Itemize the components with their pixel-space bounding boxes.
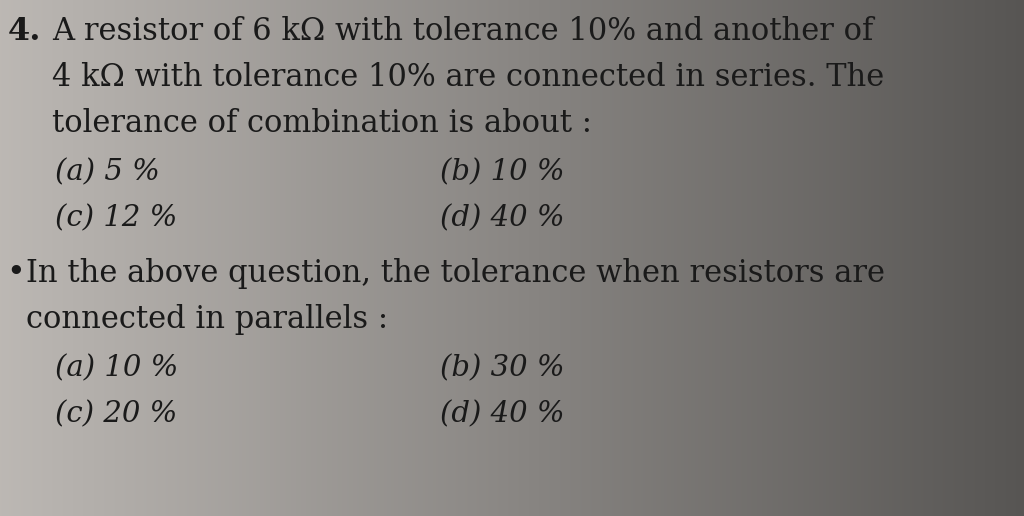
Text: (d) 40 %: (d) 40 %	[440, 204, 564, 232]
Text: 4 kΩ with tolerance 10% are connected in series. The: 4 kΩ with tolerance 10% are connected in…	[52, 62, 885, 93]
Text: In the above question, the tolerance when resistors are: In the above question, the tolerance whe…	[26, 258, 885, 289]
Text: A resistor of 6 kΩ with tolerance 10% and another of: A resistor of 6 kΩ with tolerance 10% an…	[52, 16, 873, 47]
Text: 4.: 4.	[8, 16, 42, 47]
Text: (a) 5 %: (a) 5 %	[55, 158, 160, 186]
Text: (a) 10 %: (a) 10 %	[55, 354, 178, 382]
Text: tolerance of combination is about :: tolerance of combination is about :	[52, 108, 592, 139]
Text: (c) 20 %: (c) 20 %	[55, 400, 177, 428]
Text: (c) 12 %: (c) 12 %	[55, 204, 177, 232]
Text: (b) 30 %: (b) 30 %	[440, 354, 564, 382]
Text: (d) 40 %: (d) 40 %	[440, 400, 564, 428]
Text: connected in parallels :: connected in parallels :	[26, 304, 388, 335]
Text: (b) 10 %: (b) 10 %	[440, 158, 564, 186]
Text: •: •	[6, 258, 25, 289]
